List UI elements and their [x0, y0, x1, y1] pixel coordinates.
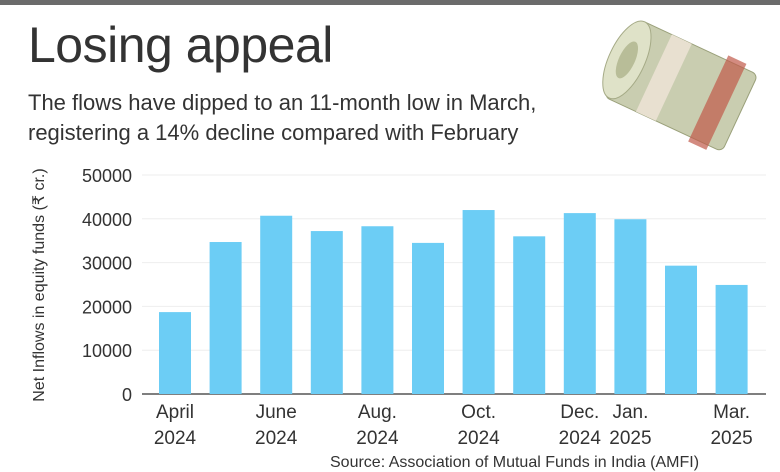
chart-subtitle: The flows have dipped to an 11-month low… [28, 88, 536, 148]
y-tick-label: 20000 [82, 297, 132, 317]
bar [361, 226, 394, 394]
bar [513, 236, 546, 394]
bar [665, 265, 697, 394]
bar [412, 242, 444, 394]
x-tick-label: 2024 [559, 428, 602, 449]
x-tick-label: 2024 [457, 428, 500, 449]
bar [614, 219, 647, 394]
source-note: Source: Association of Mutual Funds in I… [330, 454, 700, 471]
x-tick-label: 2025 [609, 428, 651, 449]
x-tick-label: June [256, 402, 297, 423]
x-tick-label: Jan. [612, 402, 648, 423]
top-bar [0, 0, 780, 5]
x-tick-label: Aug. [358, 402, 397, 423]
bar [260, 215, 293, 394]
bar [715, 284, 748, 394]
x-tick-label: 2024 [154, 428, 197, 449]
subtitle-line-2: registering a 14% decline compared with … [28, 120, 519, 145]
x-tick-label: 2024 [356, 428, 399, 449]
y-tick-label: 30000 [82, 254, 132, 274]
y-tick-label: 10000 [82, 341, 132, 361]
subtitle-line-1: The flows have dipped to an 11-month low… [28, 90, 537, 115]
y-axis-label: Net Inflows in equity funds (₹ cr.) [31, 168, 48, 401]
bar [563, 213, 596, 394]
x-tick-label: April [156, 402, 194, 423]
x-tick-label: Mar. [713, 402, 750, 423]
y-tick-label: 0 [122, 385, 132, 405]
x-tick-label: 2024 [255, 428, 298, 449]
y-tick-label: 40000 [82, 210, 132, 230]
x-tick-label: 2025 [710, 428, 752, 449]
bar [159, 312, 191, 394]
x-tick-label: Oct. [461, 402, 496, 423]
bar [462, 210, 495, 394]
y-tick-label: 50000 [82, 166, 132, 186]
bar [310, 231, 343, 394]
bar [209, 242, 242, 394]
x-tick-label: Dec. [560, 402, 599, 423]
chart-title: Losing appeal [28, 17, 333, 73]
currency-roll-image [602, 20, 757, 151]
